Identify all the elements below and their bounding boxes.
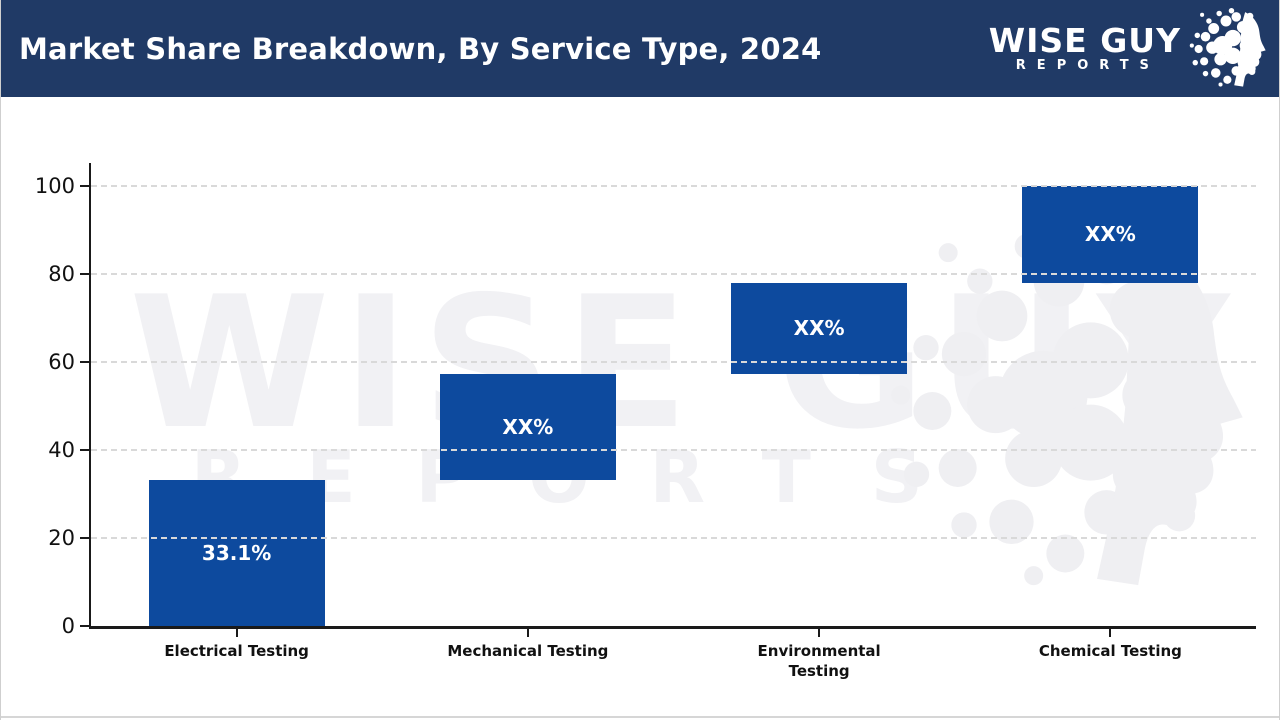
- x-axis-tick: [235, 629, 238, 637]
- bar-mechanical-testing: XX%: [439, 373, 616, 481]
- y-axis-tick: [80, 185, 89, 187]
- y-axis-tick: [80, 625, 89, 627]
- y-axis-tick: [80, 537, 89, 539]
- bar-value-label: 33.1%: [201, 541, 272, 566]
- gridline-y20: [91, 537, 1256, 539]
- bar-environmental-testing: XX%: [731, 282, 908, 374]
- bar-value-label: XX%: [793, 316, 845, 341]
- wiseguy-logo: WISE GUY REPORTS: [989, 6, 1267, 91]
- y-axis-tick: [80, 273, 89, 275]
- plot-area: 0 20 40 60 80 100 33.1% Electrical Testing XX% Me…: [35, 163, 1256, 680]
- y-axis-tick-label: 40: [48, 438, 75, 462]
- bar-electrical-testing: 33.1%: [148, 480, 325, 626]
- y-axis-tick-label: 60: [48, 350, 75, 374]
- y-axis-tick-label: 0: [61, 614, 75, 638]
- x-axis-tick: [818, 629, 821, 637]
- wiseguy-head-icon: [1189, 7, 1266, 87]
- y-axis-tick: [80, 449, 89, 451]
- bottom-border: [1, 716, 1279, 718]
- y-axis-tick: [80, 361, 89, 363]
- logo-subtext: REPORTS: [1015, 58, 1160, 74]
- x-axis-category-label: Electrical Testing: [164, 642, 309, 660]
- bar-value-label: XX%: [1084, 222, 1136, 247]
- x-axis-category-label: Chemical Testing: [1038, 642, 1182, 660]
- x-axis-tick: [1109, 629, 1112, 637]
- header-banner: Market Share Breakdown, By Service Type,…: [1, 0, 1279, 97]
- y-axis-tick-label: 20: [48, 526, 75, 550]
- y-axis-tick-label: 100: [34, 174, 75, 198]
- x-axis-category-label: Environmental Testing: [757, 642, 881, 680]
- page-title: Market Share Breakdown, By Service Type,…: [19, 31, 822, 66]
- gridline-y40: [91, 449, 1256, 451]
- y-axis-tick-label: 80: [48, 262, 75, 286]
- wiseguy-logo-text: WISE GUY REPORTS: [988, 20, 1181, 74]
- gridline-y60: [91, 361, 1256, 363]
- gridline-y80: [91, 273, 1256, 275]
- logo-wordmark: WISE GUY: [988, 20, 1181, 60]
- x-axis-tick: [526, 629, 529, 637]
- x-axis-category-label: Mechanical Testing: [447, 642, 609, 660]
- bar-chemical-testing: XX%: [1022, 186, 1199, 283]
- bar-value-label: XX%: [502, 415, 554, 440]
- gridline-y100: [91, 185, 1256, 187]
